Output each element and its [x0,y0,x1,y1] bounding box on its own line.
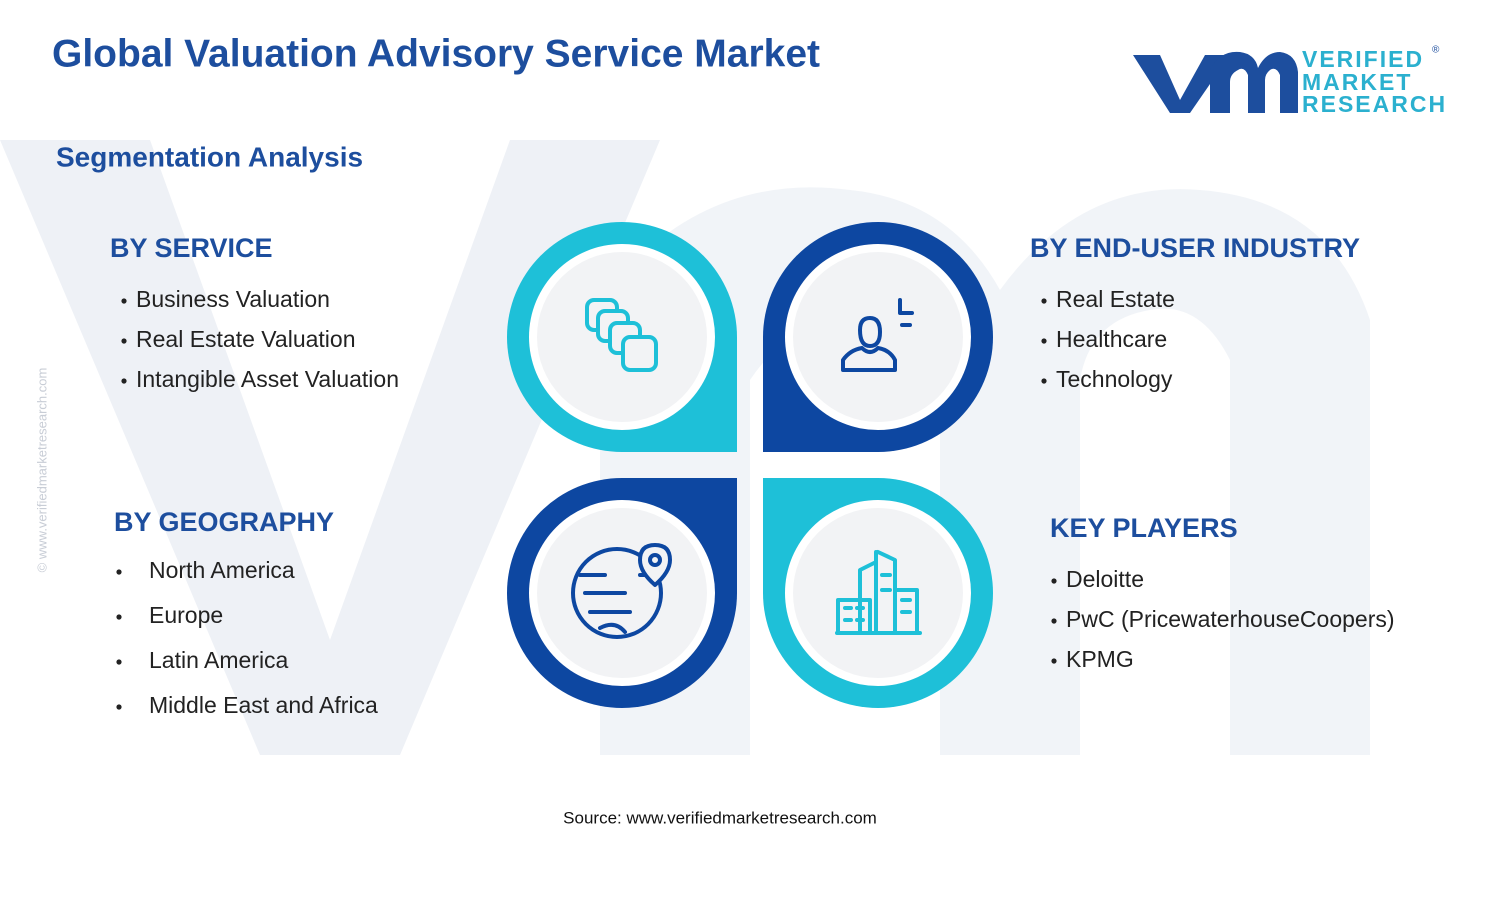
section-item: North America [149,557,295,583]
watermark: © www.verifiedmarketresearch.com [34,368,49,573]
logo-line: VERIFIED [1302,46,1424,72]
bullet [116,704,122,710]
logo-mark: ® [1432,45,1440,56]
section-item: Business Valuation [136,286,330,312]
section-heading: BY GEOGRAPHY [114,507,334,537]
section-item: Technology [1056,366,1173,392]
section-item: Real Estate Valuation [136,326,356,352]
icon-buildings [835,550,922,635]
bullet [1041,378,1047,384]
section-item: Deloitte [1066,566,1144,592]
logo-line: RESEARCH [1302,91,1447,117]
bullet [116,659,122,665]
icon-service [585,298,658,372]
title: Global Valuation Advisory Service Market [52,32,820,75]
bullet [121,338,127,344]
sections: BY SERVICE Business Valuation Real Estate … [110,233,1395,718]
section-item: Europe [149,602,223,628]
logo: VERIFIED MARKET RESEARCH ® [1133,45,1447,117]
bullet [1051,618,1057,624]
bullet [1051,578,1057,584]
bullet [1051,658,1057,664]
icon-user [841,298,914,372]
section-item: PwC (PricewaterhouseCoopers) [1066,606,1395,632]
bullet [1041,338,1047,344]
section-item: Real Estate [1056,286,1175,312]
section-heading: BY END-USER INDUSTRY [1030,233,1360,263]
logo-line: MARKET [1302,69,1412,95]
section-item: KPMG [1066,646,1134,672]
source: Source: www.verifiedmarketresearch.com [563,808,877,827]
icons [571,298,922,639]
section-item: Middle East and Africa [149,692,378,718]
bullet [121,298,127,304]
bullet [116,569,122,575]
section-item: Intangible Asset Valuation [136,366,399,392]
section-heading: BY SERVICE [110,233,273,263]
bullet [116,614,122,620]
section-heading: KEY PLAYERS [1050,513,1238,543]
section-item: Latin America [149,647,289,673]
section-item: Healthcare [1056,326,1167,352]
subtitle: Segmentation Analysis [56,141,363,172]
bullet [121,378,127,384]
icon-globe [571,543,672,639]
bullet [1041,298,1047,304]
